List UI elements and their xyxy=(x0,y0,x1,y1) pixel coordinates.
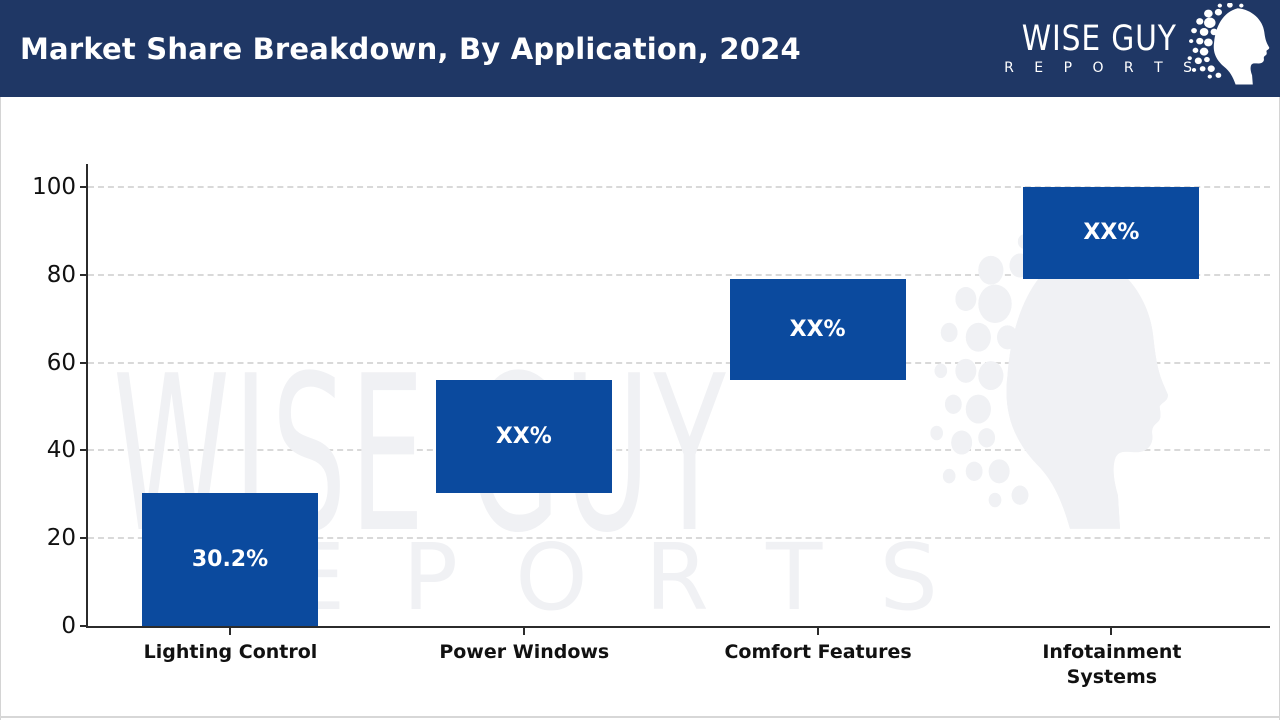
y-axis-label-20: 20 xyxy=(46,525,76,552)
brand-logo: WISE GUY R E P O R T S xyxy=(998,2,1270,95)
brand-subtitle: R E P O R T S xyxy=(1004,60,1200,76)
gridline-y-60 xyxy=(88,361,1270,364)
y-axis-tick-60 xyxy=(80,361,86,364)
category-label-2: Comfort Features xyxy=(724,641,912,663)
x-axis-tick-2 xyxy=(816,628,819,635)
bar-value-label: XX% xyxy=(495,423,552,449)
bar-value-label: XX% xyxy=(789,316,846,342)
gridline-y-80 xyxy=(88,273,1270,276)
gridline-y-100 xyxy=(88,186,1270,188)
x-axis-tick-0 xyxy=(229,628,231,635)
bar-comfort-features: XX% xyxy=(729,279,906,381)
y-axis-tick-40 xyxy=(80,449,86,452)
bar-power-windows: XX% xyxy=(435,380,612,494)
category-label-0: Lighting Control xyxy=(143,641,318,663)
chart-title: Market Share Breakdown, By Application, … xyxy=(20,31,801,66)
bar-value-label: 30.2% xyxy=(191,546,269,572)
x-axis-tick-3 xyxy=(1110,628,1113,635)
y-axis-label-0: 0 xyxy=(61,613,76,639)
header-bar: Market Share Breakdown, By Application, … xyxy=(0,0,1280,97)
x-axis-tick-1 xyxy=(522,628,525,635)
gridline-y-40 xyxy=(88,449,1270,452)
category-label-1: Power Windows xyxy=(439,641,610,663)
bar-lighting-control: 30.2% xyxy=(142,493,318,626)
y-axis-label-100: 100 xyxy=(32,174,76,200)
y-axis-tick-80 xyxy=(80,273,86,276)
brand-logo-text: WISE GUY R E P O R T S xyxy=(998,19,1200,76)
bar-value-label: XX% xyxy=(1083,220,1140,246)
x-axis-line xyxy=(86,626,1270,628)
y-axis-tick-100 xyxy=(80,186,86,188)
brand-name: WISE GUY xyxy=(1021,19,1177,59)
y-axis-tick-20 xyxy=(80,537,86,540)
y-axis-line xyxy=(86,164,88,628)
gridline-y-20 xyxy=(88,537,1270,540)
y-axis-label-80: 80 xyxy=(46,261,76,288)
bar-infotainment-systems: XX% xyxy=(1023,187,1200,280)
page-bottom-divider xyxy=(0,716,1280,718)
category-label-3: Infotainment Systems xyxy=(1042,641,1182,688)
y-axis-label-60: 60 xyxy=(46,349,76,376)
y-axis-label-40: 40 xyxy=(46,437,76,464)
y-axis-tick-0 xyxy=(80,625,86,627)
brand-head-icon xyxy=(1187,2,1270,84)
